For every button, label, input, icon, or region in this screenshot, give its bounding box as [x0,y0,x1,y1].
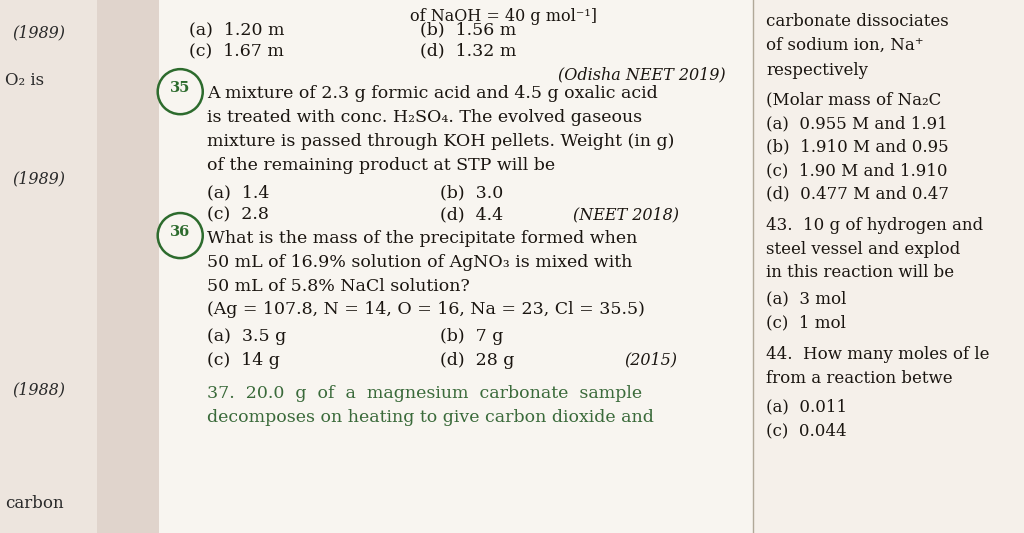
Text: (a)  3.5 g: (a) 3.5 g [207,328,286,345]
FancyBboxPatch shape [0,0,97,533]
Text: (d)  0.477 M and 0.47: (d) 0.477 M and 0.47 [766,185,949,203]
Text: carbonate dissociates: carbonate dissociates [766,13,948,30]
Text: (c)  0.044: (c) 0.044 [766,422,847,439]
Text: O₂ is: O₂ is [5,72,44,89]
Text: (1989): (1989) [12,171,66,188]
Text: (c)  1.67 m: (c) 1.67 m [189,43,285,60]
Text: (c)  1 mol: (c) 1 mol [766,314,846,331]
Text: 36: 36 [170,225,190,239]
Text: (1989): (1989) [12,24,66,41]
Text: (c)  2.8: (c) 2.8 [207,207,268,224]
Text: 44.  How many moles of le: 44. How many moles of le [766,346,989,364]
Text: (Molar mass of Na₂C: (Molar mass of Na₂C [766,92,941,109]
Text: (d)  4.4: (d) 4.4 [440,207,504,224]
Text: (1988): (1988) [12,381,66,398]
Text: (a)  0.955 M and 1.91: (a) 0.955 M and 1.91 [766,115,947,132]
Text: (c)  14 g: (c) 14 g [207,352,280,369]
Text: of NaOH = 40 g mol⁻¹]: of NaOH = 40 g mol⁻¹] [410,8,597,25]
Text: (NEET 2018): (NEET 2018) [573,207,680,224]
Text: 35: 35 [170,82,190,95]
Text: 50 mL of 5.8% NaCl solution?: 50 mL of 5.8% NaCl solution? [207,278,470,295]
Text: mixture is passed through KOH pellets. Weight (in g): mixture is passed through KOH pellets. W… [207,133,674,150]
FancyBboxPatch shape [159,0,753,533]
Text: from a reaction betwe: from a reaction betwe [766,370,952,387]
Text: 37.  20.0  g  of  a  magnesium  carbonate  sample: 37. 20.0 g of a magnesium carbonate samp… [207,385,642,402]
Text: is treated with conc. H₂SO₄. The evolved gaseous: is treated with conc. H₂SO₄. The evolved… [207,109,642,126]
Text: respectively: respectively [766,62,868,79]
Text: (a)  0.011: (a) 0.011 [766,399,847,416]
Text: (a)  3 mol: (a) 3 mol [766,290,846,308]
Text: (a)  1.4: (a) 1.4 [207,184,269,201]
FancyBboxPatch shape [753,0,1024,533]
Text: in this reaction will be: in this reaction will be [766,264,954,281]
Text: (c)  1.90 M and 1.910: (c) 1.90 M and 1.910 [766,162,947,179]
Text: (Ag = 107.8, N = 14, O = 16, Na = 23, Cl = 35.5): (Ag = 107.8, N = 14, O = 16, Na = 23, Cl… [207,301,645,318]
Text: (b)  7 g: (b) 7 g [440,328,504,345]
Text: of the remaining product at STP will be: of the remaining product at STP will be [207,157,555,174]
Text: steel vessel and explod: steel vessel and explod [766,241,961,258]
Text: (a)  1.20 m: (a) 1.20 m [189,21,285,38]
Text: 50 mL of 16.9% solution of AgNO₃ is mixed with: 50 mL of 16.9% solution of AgNO₃ is mixe… [207,254,632,271]
Text: (b)  1.910 M and 0.95: (b) 1.910 M and 0.95 [766,139,948,156]
FancyBboxPatch shape [0,0,159,533]
Text: (Odisha NEET 2019): (Odisha NEET 2019) [558,67,726,84]
Text: 43.  10 g of hydrogen and: 43. 10 g of hydrogen and [766,217,983,235]
Text: of sodium ion, Na⁺: of sodium ion, Na⁺ [766,37,924,54]
Text: (d)  28 g: (d) 28 g [440,352,515,369]
Text: What is the mass of the precipitate formed when: What is the mass of the precipitate form… [207,230,637,247]
Text: (d)  1.32 m: (d) 1.32 m [420,43,516,60]
Text: (b)  1.56 m: (b) 1.56 m [420,21,516,38]
Text: carbon: carbon [5,495,63,512]
Text: decomposes on heating to give carbon dioxide and: decomposes on heating to give carbon dio… [207,409,653,426]
Text: A mixture of 2.3 g formic acid and 4.5 g oxalic acid: A mixture of 2.3 g formic acid and 4.5 g… [207,85,657,102]
Text: (b)  3.0: (b) 3.0 [440,184,504,201]
Text: (2015): (2015) [625,352,678,369]
